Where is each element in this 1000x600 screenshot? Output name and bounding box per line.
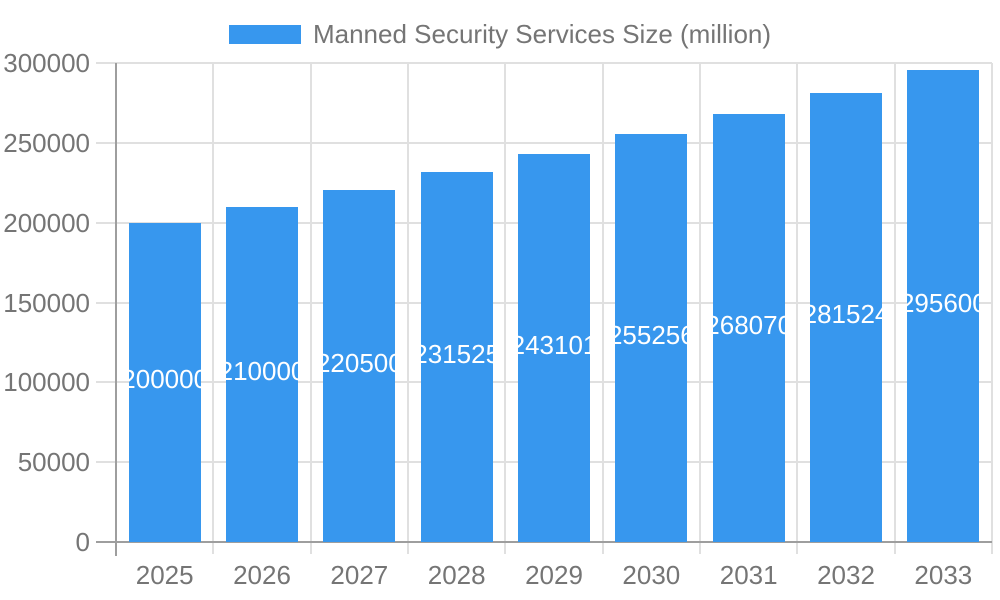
bar-value-label: 268070 [713,309,785,340]
bar-value-label: 200000 [129,364,201,395]
x-axis-tick-label: 2027 [330,560,389,590]
bar-2028: 231525 [420,172,493,542]
x-axis-tick-label: 2030 [622,560,681,590]
x-gridline [991,63,993,554]
bar-2030: 255256 [615,134,688,542]
x-axis-tick-label: 2028 [427,560,486,590]
x-gridline [407,63,409,554]
bar-value-label: 231525 [421,339,493,370]
bar-value-label: 243101 [518,329,590,360]
legend-color-swatch [228,24,301,44]
x-gridline [309,63,312,554]
bar-2029: 243101 [518,153,590,542]
bar-2032: 281524 [810,92,882,542]
x-axis-tick-label: 2032 [817,560,875,590]
bar-value-label: 210000 [226,356,298,387]
y-axis-tick-label: 200000 [3,207,90,238]
legend-label: Manned Security Services Size (million) [312,18,772,49]
x-gridline [893,63,896,554]
bar-2031: 268070 [712,113,785,542]
y-axis-tick-label: 300000 [3,48,90,78]
x-axis-tick-label: 2031 [719,560,778,590]
y-axis-tick-label: 50000 [17,447,90,478]
y-axis-tick-label: 250000 [3,127,90,158]
y-axis-tick-label: 0 [75,527,90,557]
x-axis-line [96,541,992,543]
bar-value-label: 281524 [810,299,882,330]
bar-2025: 200000 [128,222,201,542]
y-axis-tick-label: 100000 [3,367,90,398]
x-gridline [504,63,507,554]
x-gridline [796,63,799,554]
x-gridline [601,63,604,554]
x-axis-tick-label: 2029 [525,560,583,590]
legend[interactable]: Manned Security Services Size (million) [0,16,1000,52]
x-gridline [699,63,701,554]
x-axis-tick-label: 2026 [233,560,291,590]
y-gridline [96,62,992,64]
y-axis-tick-label: 150000 [3,287,90,318]
bar-value-label: 220500 [323,347,395,378]
x-axis-tick-label: 2033 [914,560,973,590]
x-axis-tick-label: 2025 [135,560,194,590]
bar-2027: 220500 [323,189,396,542]
y-axis-line [115,63,117,556]
bar-value-label: 295600 [907,288,979,318]
bar-2026: 210000 [226,206,298,542]
bar-value-label: 255256 [615,320,687,351]
y-gridline [96,141,992,144]
bar-2033: 295600 [907,70,980,542]
x-gridline [212,63,215,554]
